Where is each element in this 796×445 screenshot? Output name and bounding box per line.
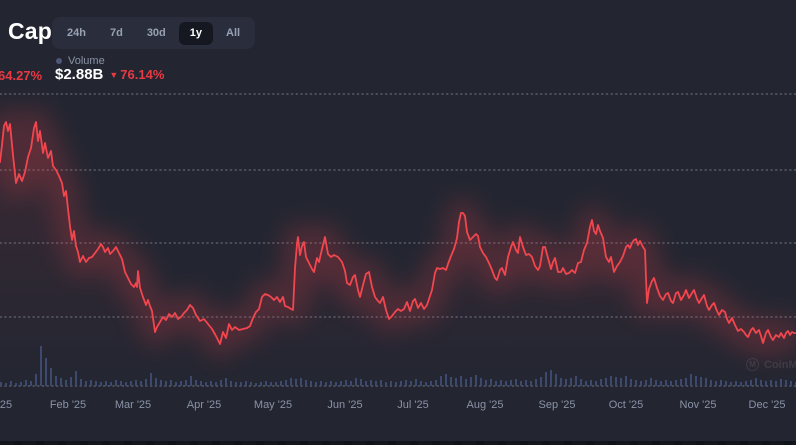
volume-bars <box>0 346 796 386</box>
change-percent-left: 64.27% <box>0 68 43 83</box>
range-button-all[interactable]: All <box>215 22 251 45</box>
market-cap-stats: $2.88B ▼ 76.14% <box>55 66 164 83</box>
bottom-panel-edge <box>0 441 796 445</box>
volume-legend-label: Volume <box>68 55 105 67</box>
range-button-24h[interactable]: 24h <box>56 22 97 45</box>
range-button-30d[interactable]: 30d <box>136 22 177 45</box>
market-cap-value: $2.88B <box>55 66 104 83</box>
volume-legend: Volume <box>56 55 105 67</box>
down-triangle-icon: ▼ <box>109 70 119 80</box>
coinmarketcap-watermark: M CoinMarketCap <box>746 358 796 371</box>
market-cap-change: ▼ 76.14% <box>109 67 164 82</box>
coinmarketcap-logo-icon: M <box>746 358 759 371</box>
range-button-7d[interactable]: 7d <box>99 22 134 45</box>
range-button-1y[interactable]: 1y <box>178 21 214 45</box>
time-range-switcher: 24h 7d 30d 1y All <box>52 17 256 49</box>
market-cap-change-percent: 76.14% <box>120 67 165 82</box>
watermark-text: CoinMarketCap <box>764 358 796 371</box>
price-line <box>0 121 796 345</box>
page-title: Cap <box>8 18 53 44</box>
volume-legend-dot-icon <box>56 58 62 64</box>
